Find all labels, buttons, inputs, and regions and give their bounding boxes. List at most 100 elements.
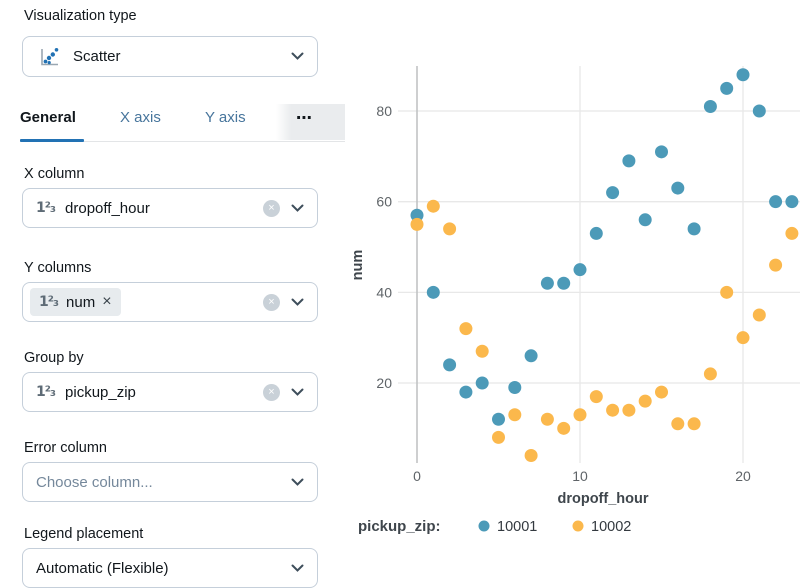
scatter-point-10001[interactable] <box>655 145 668 159</box>
clear-icon[interactable]: × <box>263 199 280 217</box>
scatter-point-10001[interactable] <box>492 412 505 426</box>
y-column-tag[interactable]: 1²₃ num × <box>30 288 121 316</box>
scatter-point-10002[interactable] <box>671 417 685 431</box>
legend-swatch-10001[interactable] <box>478 520 490 532</box>
scatter-point-10002[interactable] <box>769 258 783 272</box>
group-by-label: Group by <box>24 350 84 366</box>
number-type-icon: 1²₃ <box>36 384 56 400</box>
tab-y-axis[interactable]: Y axis <box>205 109 246 126</box>
scatter-point-10002[interactable] <box>557 421 571 435</box>
scatter-point-10002[interactable] <box>459 322 473 336</box>
x-column-select[interactable]: 1²₃ dropoff_hour × <box>22 188 318 228</box>
viz-type-label: Visualization type <box>24 8 137 24</box>
scatter-point-10001[interactable] <box>769 195 783 209</box>
scatter-point-10002[interactable] <box>622 403 636 417</box>
field-group-by: Group by 1²₃ pickup_zip × <box>22 350 318 412</box>
group-by-select[interactable]: 1²₃ pickup_zip × <box>22 372 318 412</box>
scatter-point-10002[interactable] <box>475 344 489 358</box>
scatter-chart[interactable]: 20 40 60 80 0 10 20 num dropoff_hour pickup_zip: 1… <box>340 0 800 586</box>
active-tab-indicator <box>20 139 84 142</box>
scatter-point-10001[interactable] <box>703 99 717 113</box>
field-error-column: Error column Choose column... <box>22 440 318 502</box>
viz-type-select[interactable]: Scatter <box>22 36 318 77</box>
clear-icon[interactable]: × <box>263 293 280 311</box>
remove-tag-icon[interactable]: × <box>102 293 112 310</box>
scatter-point-10001[interactable] <box>638 213 652 227</box>
scatter-point-10001[interactable] <box>459 385 473 399</box>
legend-label-10002[interactable]: 10002 <box>591 519 631 535</box>
scatter-point-10002[interactable] <box>703 367 717 381</box>
chevron-down-icon <box>291 564 304 573</box>
scatter-point-10002[interactable] <box>589 390 603 404</box>
number-type-icon: 1²₃ <box>39 294 59 310</box>
y-tick-label: 60 <box>376 194 392 210</box>
scatter-point-10001[interactable] <box>720 81 734 95</box>
number-type-icon: 1²₃ <box>36 200 56 216</box>
scatter-point-10001[interactable] <box>785 195 799 209</box>
scatter-point-10001[interactable] <box>671 181 685 195</box>
scatter-point-10002[interactable] <box>687 417 701 431</box>
scatter-point-10001[interactable] <box>557 276 571 290</box>
scatter-point-10001[interactable] <box>606 186 620 200</box>
error-column-label: Error column <box>24 440 107 456</box>
tab-overflow-fade <box>276 104 345 140</box>
clear-icon[interactable]: × <box>263 383 280 401</box>
tab-bar: General X axis Y axis ⋯ <box>20 104 345 142</box>
scatter-point-10001[interactable] <box>752 104 766 118</box>
scatter-point-10001[interactable] <box>589 226 603 240</box>
chevron-down-icon <box>291 204 304 213</box>
legend-label-10001[interactable]: 10001 <box>497 519 537 535</box>
scatter-point-10002[interactable] <box>655 385 668 399</box>
scatter-point-10002[interactable] <box>540 412 554 426</box>
scatter-point-10002[interactable] <box>492 430 505 444</box>
y-axis-title: num <box>350 250 366 281</box>
y-columns-label: Y columns <box>24 260 92 276</box>
tab-x-axis[interactable]: X axis <box>120 109 161 126</box>
scatter-point-10001[interactable] <box>426 285 440 299</box>
scatter-point-10001[interactable] <box>687 222 701 236</box>
scatter-point-10001[interactable] <box>622 154 636 168</box>
legend-swatch-10002[interactable] <box>572 520 584 532</box>
scatter-point-10002[interactable] <box>524 449 538 463</box>
scatter-point-10001[interactable] <box>736 68 750 82</box>
scatter-chart-icon <box>36 44 62 70</box>
scatter-point-10001[interactable] <box>573 263 587 277</box>
scatter-point-10002[interactable] <box>785 226 799 240</box>
scatter-point-10002[interactable] <box>720 285 734 299</box>
viz-type-value: Scatter <box>73 48 121 65</box>
scatter-point-10001[interactable] <box>540 276 554 290</box>
more-tabs-button[interactable]: ⋯ <box>296 108 312 127</box>
legend-title: pickup_zip: <box>358 518 441 535</box>
chevron-down-icon <box>291 478 304 487</box>
x-column-value: dropoff_hour <box>65 199 150 217</box>
scatter-point-10002[interactable] <box>638 394 652 408</box>
legend-placement-value: Automatic (Flexible) <box>36 559 169 577</box>
scatter-point-10002[interactable] <box>606 403 620 417</box>
x-tick-label: 0 <box>413 468 421 484</box>
y-columns-select[interactable]: 1²₃ num × × <box>22 282 318 322</box>
chevron-down-icon <box>291 298 304 307</box>
scatter-point-10002[interactable] <box>410 217 424 231</box>
scatter-point-10002[interactable] <box>736 331 750 345</box>
scatter-point-10001[interactable] <box>508 381 522 395</box>
field-x-column: X column 1²₃ dropoff_hour × <box>22 166 318 228</box>
scatter-point-10002[interactable] <box>443 222 457 236</box>
scatter-point-10001[interactable] <box>475 376 489 390</box>
error-column-placeholder: Choose column... <box>36 473 153 491</box>
scatter-point-10001[interactable] <box>443 358 457 372</box>
tab-general[interactable]: General <box>20 109 76 126</box>
y-tick-label: 40 <box>376 284 392 300</box>
legend-placement-label: Legend placement <box>24 526 144 542</box>
scatter-point-10002[interactable] <box>573 408 587 422</box>
scatter-point-10002[interactable] <box>426 199 440 213</box>
viz-config-panel: Visualization type Scatter General X axi… <box>0 0 345 588</box>
y-column-value: num <box>66 293 96 311</box>
error-column-select[interactable]: Choose column... <box>22 462 318 502</box>
scatter-point-10002[interactable] <box>752 308 766 322</box>
legend-placement-select[interactable]: Automatic (Flexible) <box>22 548 318 588</box>
field-legend-placement: Legend placement Automatic (Flexible) <box>22 526 318 588</box>
scatter-point-10001[interactable] <box>410 208 424 222</box>
chevron-down-icon <box>291 52 304 61</box>
scatter-point-10001[interactable] <box>524 349 538 363</box>
scatter-point-10002[interactable] <box>508 408 522 422</box>
